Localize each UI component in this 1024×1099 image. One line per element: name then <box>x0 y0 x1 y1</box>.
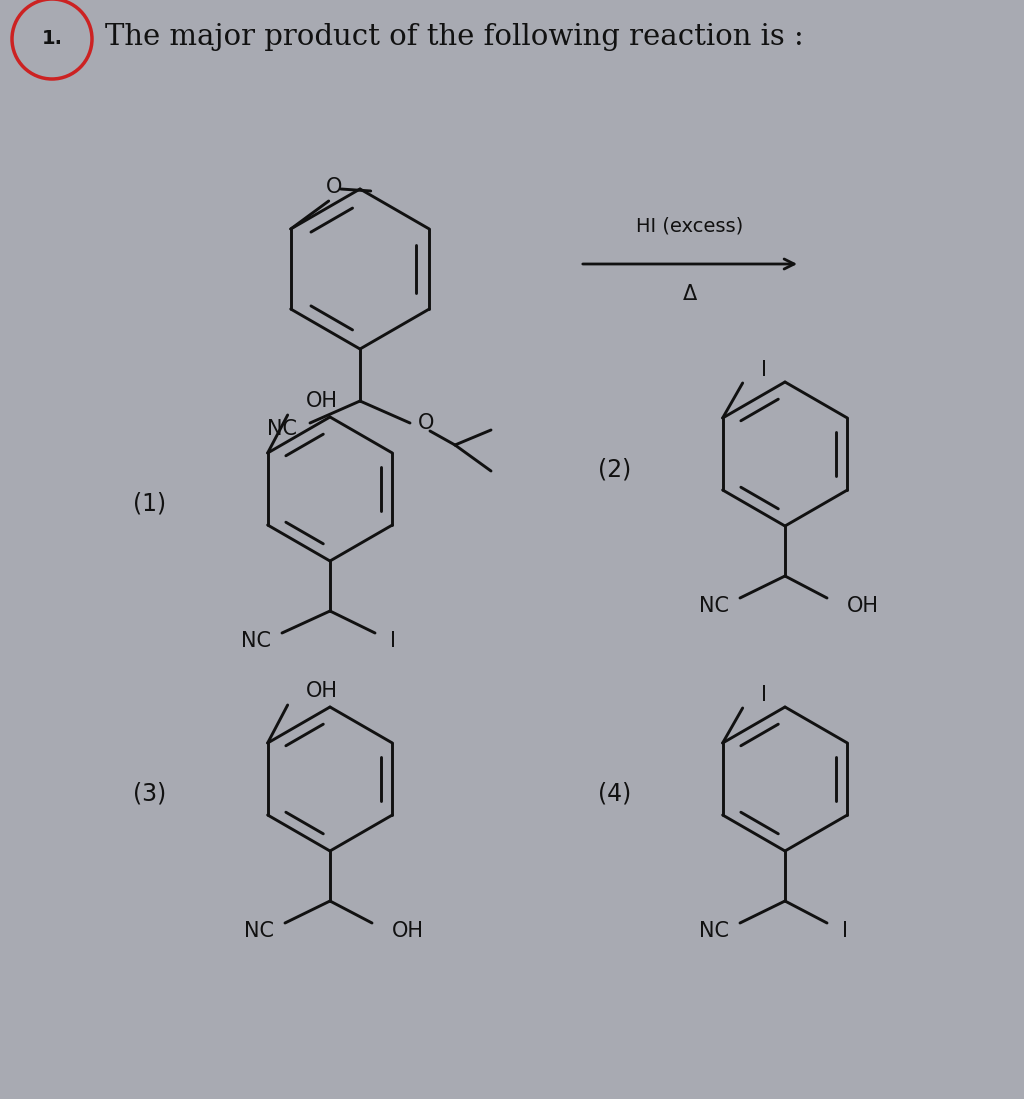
Text: OH: OH <box>847 596 879 617</box>
Text: HI (excess): HI (excess) <box>636 217 743 235</box>
Text: OH: OH <box>392 921 424 941</box>
Text: I: I <box>761 685 767 704</box>
Text: The major product of the following reaction is :: The major product of the following react… <box>105 23 804 51</box>
Text: (3): (3) <box>133 782 167 806</box>
Text: 1.: 1. <box>42 30 62 48</box>
Text: NC: NC <box>267 419 297 439</box>
Text: OH: OH <box>305 391 338 411</box>
Text: (2): (2) <box>598 457 632 481</box>
Text: NC: NC <box>244 921 274 941</box>
Text: NC: NC <box>699 596 729 617</box>
Text: OH: OH <box>305 681 338 701</box>
Text: O: O <box>418 413 434 433</box>
Text: Δ: Δ <box>683 284 697 304</box>
Text: NC: NC <box>699 921 729 941</box>
Text: I: I <box>761 360 767 380</box>
Text: NC: NC <box>241 631 271 651</box>
Text: I: I <box>390 631 396 651</box>
Text: O: O <box>326 177 342 197</box>
Text: (4): (4) <box>598 782 632 806</box>
Text: (1): (1) <box>133 492 167 517</box>
Text: I: I <box>842 921 848 941</box>
